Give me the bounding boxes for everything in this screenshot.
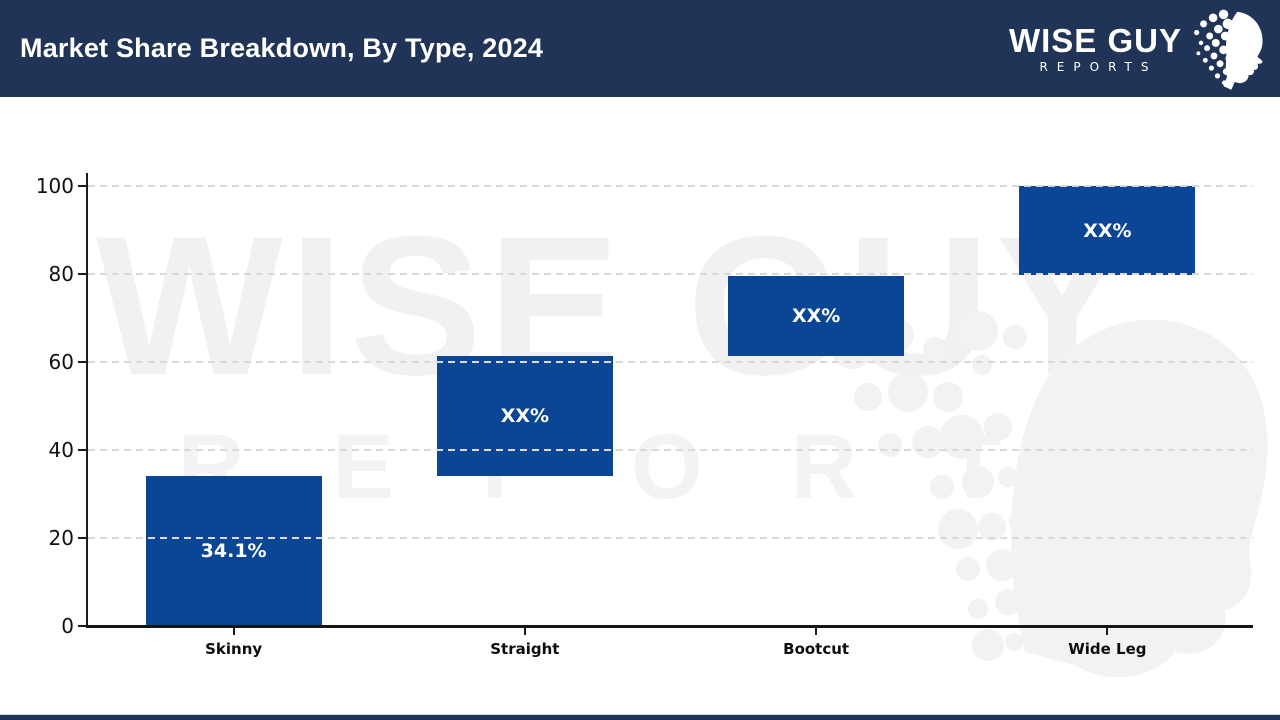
logo-wordmark: WISE GUY: [1008, 21, 1182, 59]
y-tick-mark: [78, 625, 86, 627]
y-tick-label: 60: [48, 350, 74, 375]
logo-text: WISE GUY REPORTS: [1009, 24, 1182, 74]
y-tick-label: 40: [48, 438, 74, 463]
bar-value-label: XX%: [791, 304, 841, 327]
x-axis-line: [86, 625, 1253, 628]
gridline-y-80: [88, 273, 1253, 276]
x-tick-mark: [815, 628, 818, 635]
y-tick-label: 0: [61, 614, 74, 638]
y-axis-line: [86, 173, 88, 628]
gridline-y-100: [88, 185, 1253, 188]
gridline-y-40: [88, 449, 1253, 452]
y-tick-mark: [78, 449, 86, 452]
y-tick-label: 20: [48, 526, 74, 551]
y-tick-mark: [78, 537, 86, 540]
y-tick-mark: [78, 185, 86, 188]
x-category-label: Bootcut: [783, 640, 850, 658]
plot-area: 34.1% XX% XX% XX% 0 20 40 60 80 100 Skinny Straigh…: [36, 173, 1253, 658]
gridline-y-20: [88, 537, 1253, 540]
chart-canvas: WISE GUY REPORTS 34.1% XX% XX% XX% 0 20 40 60 8…: [0, 97, 1280, 715]
y-tick-label: 100: [35, 174, 74, 199]
bar-value-label: XX%: [1083, 219, 1132, 242]
bar-value-label: 34.1%: [200, 540, 267, 562]
y-tick-mark: [78, 273, 86, 276]
bar-bootcut: [728, 276, 904, 356]
x-tick-mark: [1106, 628, 1109, 635]
header: Market Share Breakdown, By Type, 2024 WI…: [0, 0, 1280, 97]
y-tick-label: 80: [48, 262, 74, 287]
x-tick-mark: [523, 628, 526, 635]
bar-skinny: [146, 476, 322, 626]
logo-face-icon: [1194, 9, 1263, 90]
wise-guy-logo: WISE GUY REPORTS: [1009, 6, 1266, 92]
footer-bar: [0, 715, 1280, 720]
page-title: Market Share Breakdown, By Type, 2024: [20, 33, 544, 63]
logo-subtitle: REPORTS: [1039, 59, 1158, 74]
bar-wide-leg: [1019, 186, 1195, 275]
y-tick-mark: [78, 361, 86, 364]
x-category-label: Skinny: [205, 640, 263, 658]
bar-value-label: XX%: [500, 404, 550, 427]
x-category-label: Wide Leg: [1068, 640, 1147, 658]
x-category-label: Straight: [490, 640, 560, 658]
bar-straight: [437, 356, 613, 476]
gridline-y-60: [88, 361, 1253, 364]
x-tick-mark: [232, 628, 235, 635]
